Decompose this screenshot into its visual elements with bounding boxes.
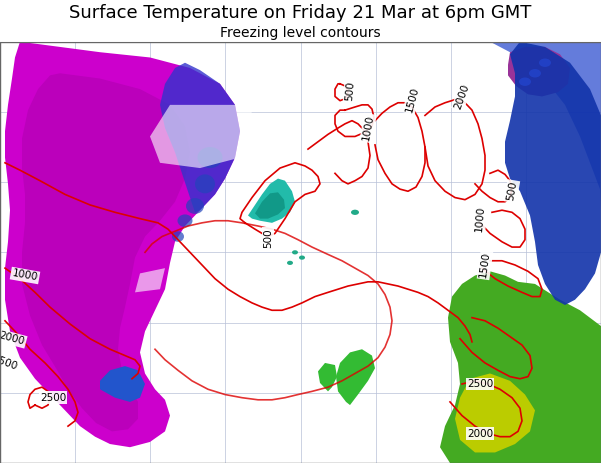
Polygon shape [135, 268, 165, 292]
Polygon shape [508, 47, 570, 96]
Polygon shape [100, 366, 145, 402]
Polygon shape [440, 271, 601, 463]
Text: 2500: 2500 [40, 393, 66, 403]
Polygon shape [336, 349, 375, 405]
Ellipse shape [529, 69, 541, 77]
Polygon shape [150, 105, 260, 168]
Ellipse shape [519, 77, 531, 86]
Ellipse shape [539, 58, 551, 67]
Ellipse shape [287, 261, 293, 265]
Text: 1000: 1000 [361, 114, 375, 142]
Ellipse shape [186, 198, 204, 214]
Text: 500: 500 [344, 81, 356, 101]
Text: Surface Temperature on Friday 21 Mar at 6pm GMT: Surface Temperature on Friday 21 Mar at … [69, 4, 532, 21]
Ellipse shape [299, 256, 305, 260]
Polygon shape [318, 363, 337, 391]
Text: 500: 500 [263, 229, 273, 249]
Text: 2500: 2500 [0, 354, 19, 372]
Text: 1500: 1500 [478, 251, 492, 279]
Ellipse shape [198, 147, 222, 168]
Text: 2000: 2000 [453, 82, 471, 111]
Text: 500: 500 [505, 181, 519, 202]
Polygon shape [160, 63, 240, 213]
Text: 1000: 1000 [11, 269, 38, 283]
Polygon shape [255, 192, 285, 219]
Polygon shape [505, 42, 601, 305]
Text: 2500: 2500 [467, 379, 493, 389]
Ellipse shape [172, 231, 184, 242]
Ellipse shape [351, 210, 359, 215]
Ellipse shape [195, 175, 215, 194]
Polygon shape [490, 42, 601, 210]
Polygon shape [248, 179, 295, 223]
Polygon shape [22, 73, 190, 432]
Text: 2000: 2000 [467, 429, 493, 438]
Text: 1500: 1500 [404, 86, 420, 113]
Text: 2000: 2000 [0, 331, 26, 347]
Polygon shape [5, 42, 240, 447]
Text: Freezing level contours: Freezing level contours [220, 26, 381, 40]
Polygon shape [455, 374, 535, 452]
Ellipse shape [177, 214, 192, 227]
Ellipse shape [292, 250, 298, 255]
Text: 1000: 1000 [474, 205, 486, 232]
